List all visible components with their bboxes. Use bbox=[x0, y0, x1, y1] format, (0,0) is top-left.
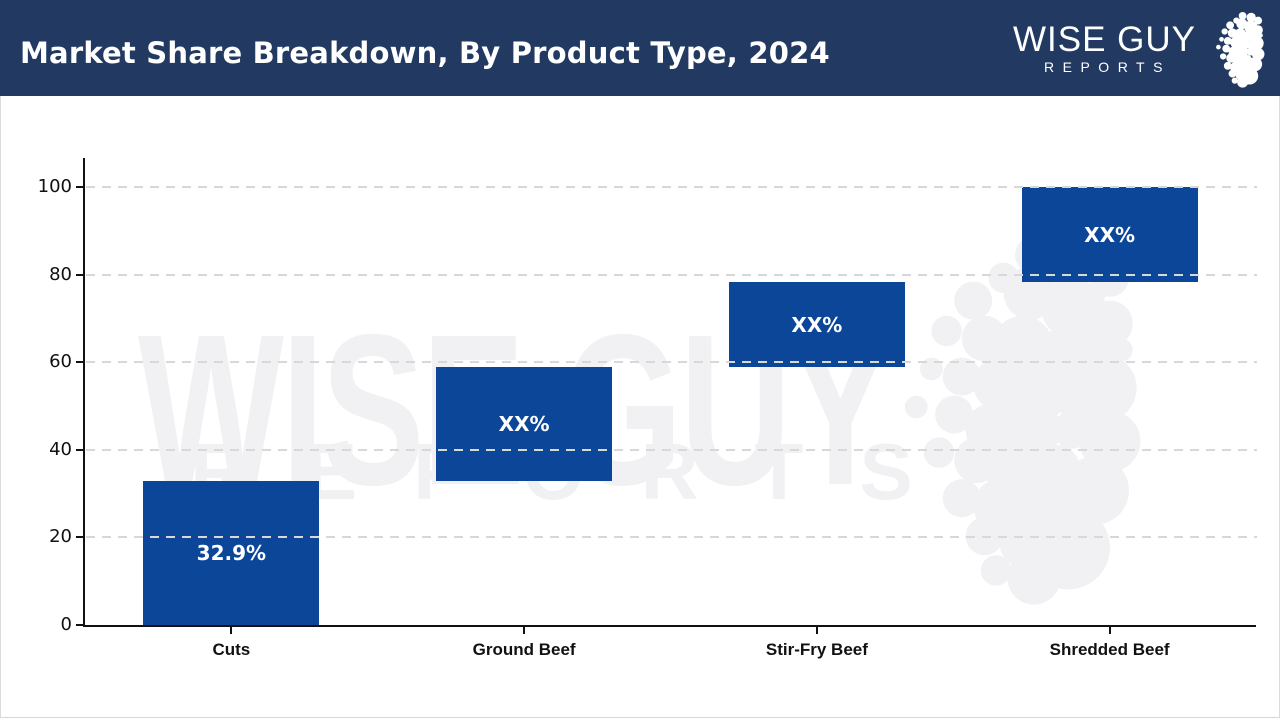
x-tick bbox=[523, 627, 526, 634]
x-axis-label: Ground Beef bbox=[472, 640, 576, 659]
bar-value-label: XX% bbox=[791, 312, 843, 337]
logo-wordmark: WISE GUY bbox=[1012, 20, 1196, 59]
gridline bbox=[86, 273, 1257, 276]
y-tick bbox=[76, 273, 84, 276]
gridline bbox=[86, 361, 1257, 364]
bar-value-label: 32.9% bbox=[196, 540, 267, 565]
y-tick bbox=[76, 361, 84, 364]
wiseguy-logo: WISE GUY REPORTS bbox=[1013, 8, 1266, 92]
bar-value-label: XX% bbox=[1084, 222, 1136, 247]
y-tick bbox=[76, 536, 84, 539]
y-tick-label: 0 bbox=[60, 614, 72, 635]
y-tick bbox=[76, 448, 84, 451]
logo-subtext: REPORTS bbox=[1044, 59, 1171, 75]
x-axis-label: Cuts bbox=[212, 640, 251, 659]
x-axis-label: Stir-Fry Beef bbox=[765, 640, 868, 659]
y-tick-label: 20 bbox=[49, 526, 72, 548]
gridline bbox=[86, 186, 1257, 188]
x-tick bbox=[815, 627, 818, 634]
bar bbox=[436, 366, 613, 481]
y-tick-label: 100 bbox=[37, 176, 72, 197]
chart-title: Market Share Breakdown, By Product Type,… bbox=[20, 36, 830, 70]
y-tick-label: 40 bbox=[49, 438, 72, 460]
left-border-line bbox=[0, 96, 1, 718]
x-axis-label: Shredded Beef bbox=[1049, 640, 1170, 659]
bar bbox=[728, 282, 905, 367]
logo-text: WISE GUY REPORTS bbox=[1012, 20, 1196, 76]
bottom-border-line bbox=[0, 717, 1280, 718]
y-tick bbox=[76, 624, 84, 626]
x-tick bbox=[1108, 627, 1111, 634]
logo-head-icon bbox=[1216, 12, 1265, 88]
y-tick-label: 80 bbox=[49, 263, 72, 285]
y-tick-label: 60 bbox=[49, 351, 72, 373]
header: Market Share Breakdown, By Product Type,… bbox=[0, 0, 1280, 96]
gridline bbox=[86, 536, 1257, 539]
y-tick bbox=[76, 186, 84, 188]
x-tick bbox=[230, 627, 233, 634]
x-axis bbox=[83, 625, 1256, 627]
bar-value-label: XX% bbox=[498, 411, 550, 436]
y-axis bbox=[83, 158, 85, 627]
bar bbox=[143, 480, 320, 625]
gridline bbox=[86, 448, 1257, 451]
